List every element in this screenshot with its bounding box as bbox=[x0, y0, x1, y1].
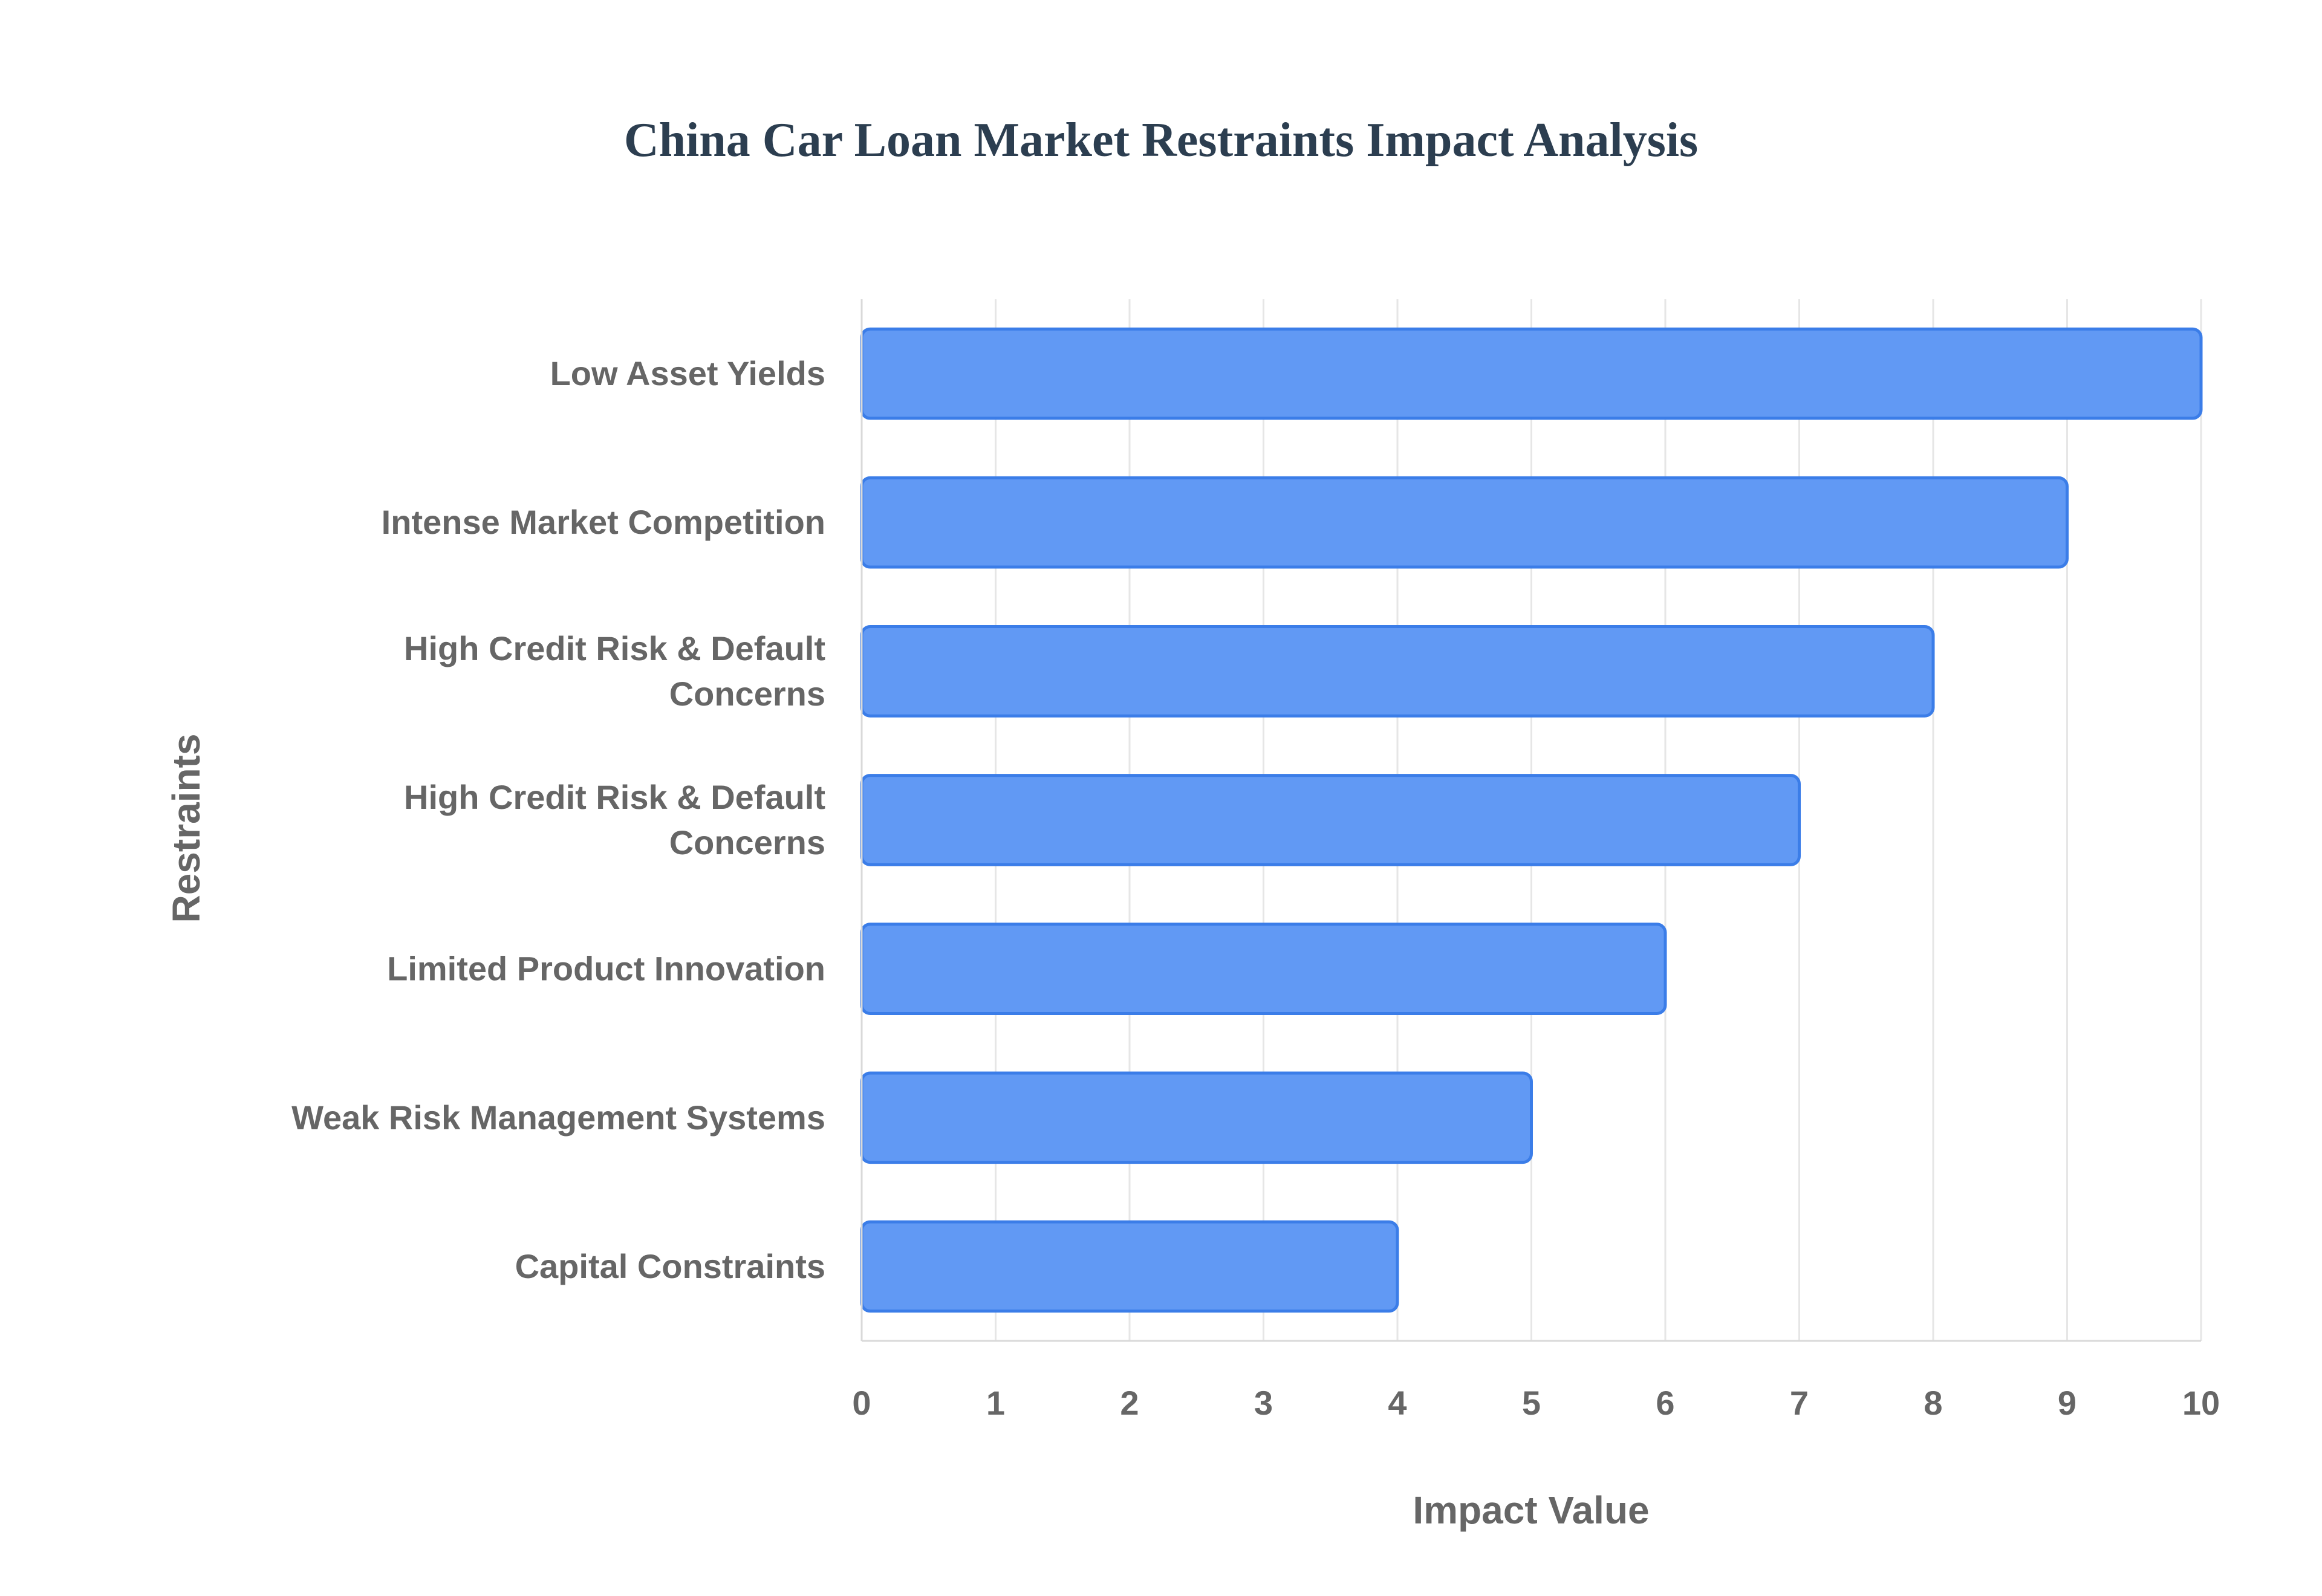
x-tick-label-2: 2 bbox=[1120, 1384, 1139, 1422]
x-tick-labels: 0 1 2 3 4 5 6 7 8 9 10 bbox=[852, 1384, 2220, 1422]
category-label-line: Capital Constraints bbox=[515, 1247, 825, 1285]
x-tick-label-5: 5 bbox=[1522, 1384, 1541, 1422]
axes bbox=[860, 299, 2201, 1342]
category-label-line: Limited Product Innovation bbox=[387, 950, 825, 988]
x-tick-label-3: 3 bbox=[1254, 1384, 1273, 1422]
x-tick-label-8: 8 bbox=[1924, 1384, 1942, 1422]
category-labels: Low Asset Yields Intense Market Competiti… bbox=[291, 354, 825, 1285]
x-tick-label-10: 10 bbox=[2182, 1384, 2220, 1422]
category-label-7: Capital Constraints bbox=[515, 1247, 825, 1285]
category-label-2: Intense Market Competition bbox=[382, 503, 825, 541]
category-label-line: Weak Risk Management Systems bbox=[291, 1098, 825, 1137]
category-label-line: Low Asset Yields bbox=[550, 354, 825, 392]
bar-6 bbox=[860, 1071, 1533, 1164]
chart-title: China Car Loan Market Restraints Impact … bbox=[624, 114, 1698, 167]
category-label-line: Concerns bbox=[669, 675, 825, 713]
x-axis-title: Impact Value bbox=[1413, 1488, 1649, 1532]
bars bbox=[860, 327, 2203, 1313]
bar-3 bbox=[860, 625, 1935, 718]
x-tick-label-7: 7 bbox=[1790, 1384, 1809, 1422]
x-tick-label-4: 4 bbox=[1388, 1384, 1407, 1422]
bar-4 bbox=[860, 774, 1801, 866]
category-label-1: Low Asset Yields bbox=[550, 354, 825, 392]
bar-7 bbox=[860, 1220, 1399, 1313]
x-tick-label-0: 0 bbox=[852, 1384, 871, 1422]
category-label-5: Limited Product Innovation bbox=[387, 950, 825, 988]
category-label-6: Weak Risk Management Systems bbox=[291, 1098, 825, 1137]
x-tick-label-1: 1 bbox=[986, 1384, 1005, 1422]
bar-1 bbox=[860, 327, 2203, 420]
y-axis-title: Restraints bbox=[164, 734, 208, 923]
category-label-line: High Credit Risk & Default bbox=[404, 629, 825, 667]
category-label-line: Concerns bbox=[669, 823, 825, 861]
category-label-4: High Credit Risk & Default Concerns bbox=[404, 778, 825, 861]
bar-5 bbox=[860, 923, 1667, 1015]
x-tick-label-6: 6 bbox=[1656, 1384, 1674, 1422]
bar-2 bbox=[860, 476, 2069, 569]
category-label-line: Intense Market Competition bbox=[382, 503, 825, 541]
category-label-line: High Credit Risk & Default bbox=[404, 778, 825, 816]
category-label-3: High Credit Risk & Default Concerns bbox=[404, 629, 825, 713]
x-tick-label-9: 9 bbox=[2058, 1384, 2076, 1422]
